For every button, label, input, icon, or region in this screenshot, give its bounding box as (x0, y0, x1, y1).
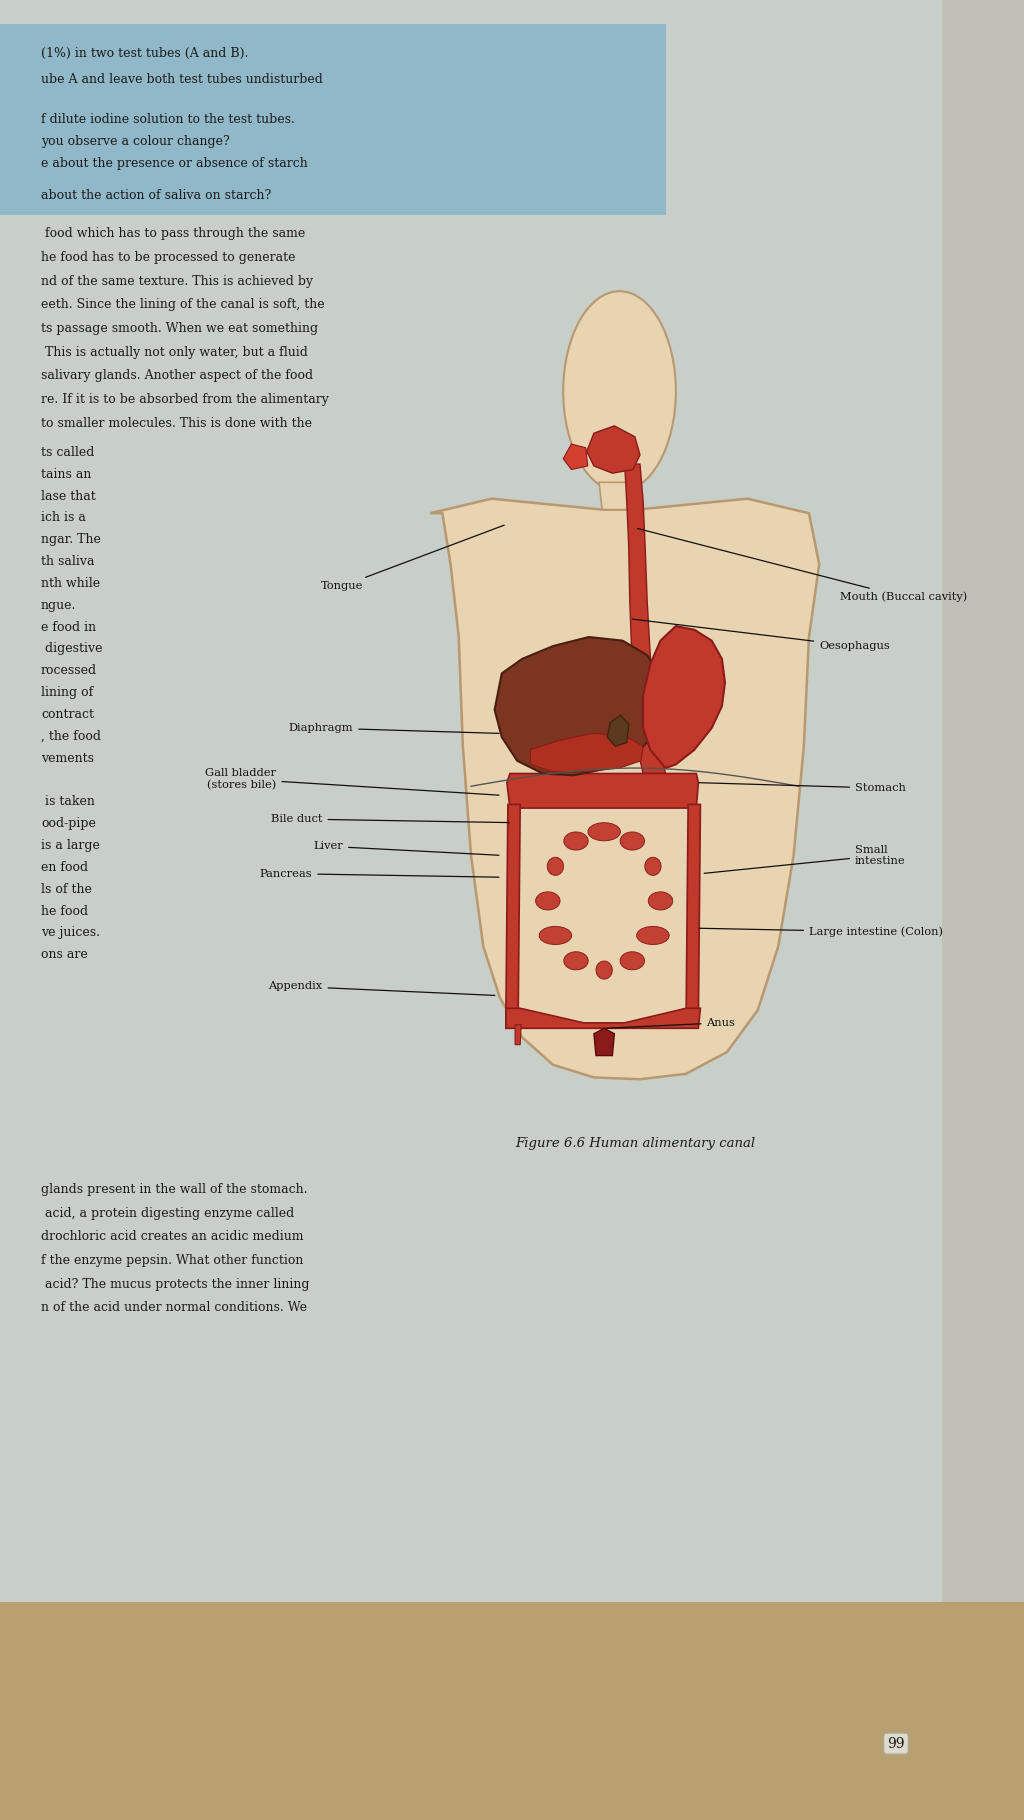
Text: Appendix: Appendix (268, 981, 495, 996)
Text: e food in: e food in (41, 621, 96, 633)
Text: Pancreas: Pancreas (260, 868, 499, 879)
Text: glands present in the wall of the stomach.: glands present in the wall of the stomac… (41, 1183, 307, 1196)
Text: acid, a protein digesting enzyme called: acid, a protein digesting enzyme called (41, 1207, 294, 1219)
Text: Bile duct: Bile duct (271, 814, 509, 824)
Text: Anus: Anus (607, 1017, 735, 1028)
Text: rocessed: rocessed (41, 664, 97, 677)
Text: Diaphragm: Diaphragm (289, 723, 499, 733)
Text: , the food: , the food (41, 730, 101, 743)
Polygon shape (540, 926, 571, 945)
Text: ls of the: ls of the (41, 883, 92, 895)
Text: ve juices.: ve juices. (41, 926, 100, 939)
Polygon shape (625, 464, 666, 774)
Text: vements: vements (41, 752, 94, 764)
Polygon shape (588, 823, 621, 841)
Polygon shape (506, 1008, 700, 1028)
Text: digestive: digestive (41, 642, 102, 655)
Text: drochloric acid creates an acidic medium: drochloric acid creates an acidic medium (41, 1230, 303, 1243)
Text: th saliva: th saliva (41, 555, 94, 568)
Text: 99: 99 (887, 1736, 905, 1751)
Text: f the enzyme pepsin. What other function: f the enzyme pepsin. What other function (41, 1254, 303, 1267)
Polygon shape (645, 857, 662, 875)
Text: nd of the same texture. This is achieved by: nd of the same texture. This is achieved… (41, 275, 313, 288)
Text: acid? The mucus protects the inner lining: acid? The mucus protects the inner linin… (41, 1278, 309, 1290)
FancyBboxPatch shape (0, 1602, 1024, 1820)
Text: ts passage smooth. When we eat something: ts passage smooth. When we eat something (41, 322, 318, 335)
Text: re. If it is to be absorbed from the alimentary: re. If it is to be absorbed from the ali… (41, 393, 329, 406)
Text: ich is a: ich is a (41, 511, 86, 524)
Text: food which has to pass through the same: food which has to pass through the same (41, 228, 305, 240)
Text: ts called: ts called (41, 446, 94, 459)
Polygon shape (587, 426, 640, 473)
Polygon shape (563, 444, 588, 470)
Text: e about the presence or absence of starch: e about the presence or absence of starc… (41, 157, 307, 169)
Text: Large intestine (Colon): Large intestine (Colon) (699, 926, 943, 937)
Text: This is actually not only water, but a fluid: This is actually not only water, but a f… (41, 346, 308, 359)
Polygon shape (506, 804, 520, 1019)
Text: nth while: nth while (41, 577, 100, 590)
Polygon shape (648, 892, 673, 910)
Text: he food has to be processed to generate: he food has to be processed to generate (41, 251, 296, 264)
Text: contract: contract (41, 708, 94, 721)
Text: ube A and leave both test tubes undisturbed: ube A and leave both test tubes undistur… (41, 73, 323, 86)
Polygon shape (596, 961, 612, 979)
Text: ood-pipe: ood-pipe (41, 817, 96, 830)
Text: tains an: tains an (41, 468, 91, 480)
Polygon shape (594, 1028, 614, 1056)
Text: eeth. Since the lining of the canal is soft, the: eeth. Since the lining of the canal is s… (41, 298, 325, 311)
Polygon shape (607, 715, 629, 746)
Text: Small
intestine: Small intestine (705, 844, 905, 874)
Polygon shape (637, 926, 670, 945)
Text: about the action of saliva on starch?: about the action of saliva on starch? (41, 189, 271, 202)
Text: salivary glands. Another aspect of the food: salivary glands. Another aspect of the f… (41, 369, 313, 382)
Polygon shape (430, 499, 819, 1079)
Polygon shape (686, 804, 700, 1019)
Text: Stomach: Stomach (699, 783, 906, 794)
FancyBboxPatch shape (942, 0, 1024, 1602)
Polygon shape (564, 832, 588, 850)
Text: Gall bladder
(stores bile): Gall bladder (stores bile) (206, 768, 499, 795)
Text: to smaller molecules. This is done with the: to smaller molecules. This is done with … (41, 417, 312, 430)
FancyBboxPatch shape (0, 24, 666, 215)
Text: Oesophagus: Oesophagus (633, 619, 890, 652)
Text: is taken: is taken (41, 795, 95, 808)
Text: (1%) in two test tubes (A and B).: (1%) in two test tubes (A and B). (41, 47, 249, 60)
Polygon shape (621, 952, 645, 970)
Text: en food: en food (41, 861, 88, 874)
Polygon shape (621, 832, 645, 850)
Text: Tongue: Tongue (322, 526, 504, 592)
Circle shape (563, 291, 676, 491)
Text: lase that: lase that (41, 490, 95, 502)
Text: ngue.: ngue. (41, 599, 77, 612)
Text: ons are: ons are (41, 948, 88, 961)
Text: Mouth (Buccal cavity): Mouth (Buccal cavity) (638, 528, 967, 602)
Polygon shape (507, 774, 698, 808)
Polygon shape (599, 482, 640, 510)
Text: lining of: lining of (41, 686, 93, 699)
Text: you observe a colour change?: you observe a colour change? (41, 135, 229, 147)
Text: is a large: is a large (41, 839, 99, 852)
Polygon shape (530, 733, 643, 772)
Polygon shape (515, 1025, 521, 1045)
Polygon shape (564, 952, 588, 970)
Text: f dilute iodine solution to the test tubes.: f dilute iodine solution to the test tub… (41, 113, 295, 126)
Polygon shape (547, 857, 563, 875)
Polygon shape (536, 892, 560, 910)
Text: he food: he food (41, 905, 88, 917)
Text: Liver: Liver (313, 841, 499, 855)
Text: ngar. The: ngar. The (41, 533, 100, 546)
Polygon shape (495, 637, 660, 775)
Text: n of the acid under normal conditions. We: n of the acid under normal conditions. W… (41, 1301, 307, 1314)
Polygon shape (643, 626, 725, 768)
Text: Figure 6.6 Human alimentary canal: Figure 6.6 Human alimentary canal (515, 1138, 755, 1150)
